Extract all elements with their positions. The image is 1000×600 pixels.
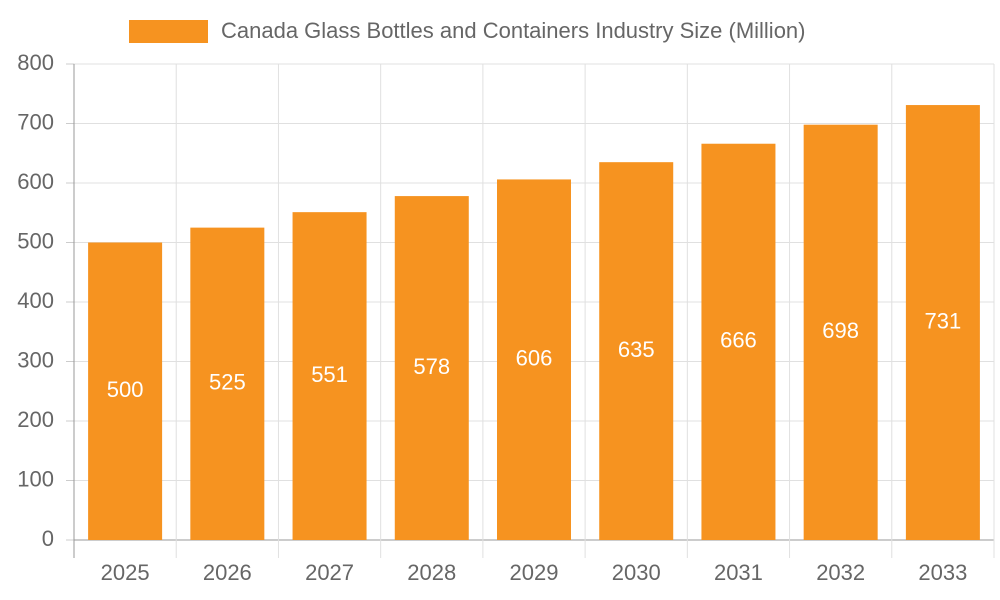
y-tick-label: 100 (17, 466, 54, 491)
data-label: 551 (311, 362, 348, 387)
x-tick-label: 2033 (918, 560, 967, 585)
bar (803, 124, 878, 540)
y-tick-label: 0 (42, 526, 54, 551)
x-tick-label: 2029 (510, 560, 559, 585)
x-tick-label: 2027 (305, 560, 354, 585)
data-label: 500 (107, 377, 144, 402)
bar (190, 227, 265, 540)
x-tick-label: 2031 (714, 560, 763, 585)
y-tick-label: 200 (17, 407, 54, 432)
x-tick-label: 2028 (407, 560, 456, 585)
y-tick-label: 500 (17, 228, 54, 253)
data-label: 635 (618, 337, 655, 362)
data-label: 525 (209, 370, 246, 395)
x-tick-label: 2026 (203, 560, 252, 585)
bar (701, 143, 776, 541)
legend-label: Canada Glass Bottles and Containers Indu… (221, 18, 806, 43)
x-tick-label: 2025 (101, 560, 150, 585)
bar (394, 196, 469, 540)
y-tick-label: 300 (17, 347, 54, 372)
y-tick-label: 700 (17, 109, 54, 134)
y-tick-label: 400 (17, 288, 54, 313)
bar (497, 179, 571, 540)
bar (905, 105, 980, 541)
data-label: 606 (516, 346, 553, 371)
data-label: 578 (413, 354, 450, 379)
bar (88, 242, 163, 540)
y-tick-label: 600 (17, 169, 54, 194)
x-tick-label: 2030 (612, 560, 661, 585)
x-tick-label: 2032 (816, 560, 865, 585)
data-label: 731 (925, 308, 962, 333)
bar (599, 162, 674, 541)
data-label: 666 (720, 328, 757, 353)
data-label: 698 (822, 318, 859, 343)
y-tick-label: 800 (17, 50, 54, 75)
bar (292, 212, 367, 540)
legend-swatch (129, 20, 208, 43)
